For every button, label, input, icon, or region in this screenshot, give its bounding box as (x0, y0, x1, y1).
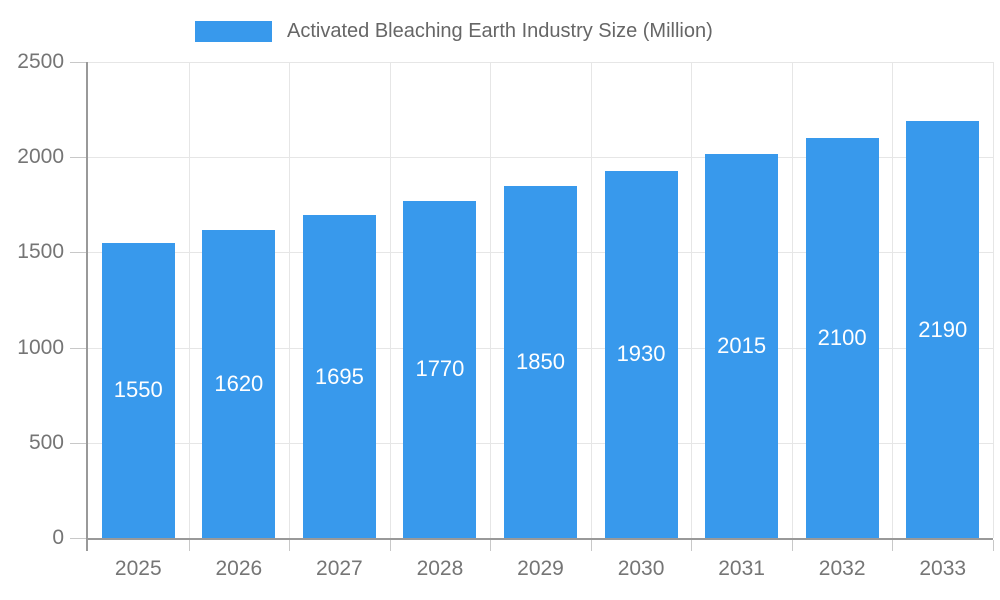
bar-2027 (302, 215, 376, 538)
x-tick (389, 540, 391, 551)
x-axis-label: 2026 (215, 557, 263, 580)
x-tick (590, 540, 592, 551)
y-axis-label: 2000 (17, 145, 64, 169)
x-axis-label: 2027 (316, 557, 363, 580)
bar-value-label: 1550 (113, 377, 163, 403)
x-tick (289, 540, 291, 551)
bar-value-label: 1770 (415, 356, 465, 382)
y-tick (70, 538, 88, 539)
bar-2030 (604, 170, 678, 538)
x-gridline (389, 62, 391, 538)
y-axis-label: 0 (52, 526, 64, 549)
x-axis-label: 2030 (617, 557, 665, 580)
bar-value-label: 2015 (717, 333, 767, 359)
x-tick (188, 540, 190, 551)
bar-value-label: 2100 (817, 325, 867, 351)
bar-2032 (805, 138, 879, 538)
y-axis-line (86, 62, 88, 551)
y-tick (70, 157, 88, 159)
y-tick (70, 347, 88, 349)
x-axis-label: 2033 (919, 557, 967, 580)
bar-2031 (705, 154, 779, 538)
x-axis-label: 2029 (517, 557, 564, 580)
y-tick (70, 442, 88, 444)
x-gridline (691, 62, 693, 538)
x-axis-label: 2025 (114, 557, 162, 580)
x-gridline (188, 62, 190, 538)
legend-label: Activated Bleaching Earth Industry Size … (287, 19, 713, 42)
x-tick (691, 540, 693, 551)
x-gridline (993, 62, 994, 538)
bar-2028 (403, 200, 477, 538)
legend-item[interactable]: Activated Bleaching Earth Industry Size … (195, 16, 713, 46)
bar-value-label: 1620 (214, 370, 264, 396)
x-axis-label: 2028 (416, 557, 464, 580)
x-tick (791, 540, 793, 551)
x-tick (490, 540, 492, 551)
bar-2025 (101, 242, 175, 538)
x-gridline (490, 62, 492, 538)
bar-value-label: 1850 (516, 348, 565, 374)
x-gridline (289, 62, 291, 538)
y-gridline (88, 62, 993, 63)
y-tick (70, 252, 88, 254)
x-tick (892, 540, 894, 551)
bar-2029 (504, 185, 577, 538)
y-axis-label: 1000 (17, 335, 64, 359)
x-gridline (590, 62, 592, 538)
y-tick (70, 62, 88, 63)
x-axis-label: 2032 (818, 557, 866, 580)
bar-2033 (906, 121, 980, 538)
x-axis-line (88, 538, 993, 540)
y-gridline (88, 157, 993, 159)
bar-value-label: 2190 (918, 316, 968, 342)
y-axis-label: 2500 (17, 50, 64, 73)
y-axis-label: 500 (28, 430, 64, 454)
x-axis-label: 2031 (718, 557, 765, 580)
bar-2026 (202, 229, 276, 538)
legend-swatch (195, 20, 272, 42)
x-gridline (791, 62, 793, 538)
bar-value-label: 1695 (314, 363, 364, 389)
x-gridline (892, 62, 894, 538)
y-axis-label: 1500 (17, 240, 64, 264)
bar-value-label: 1930 (616, 341, 666, 367)
x-tick (993, 540, 994, 551)
